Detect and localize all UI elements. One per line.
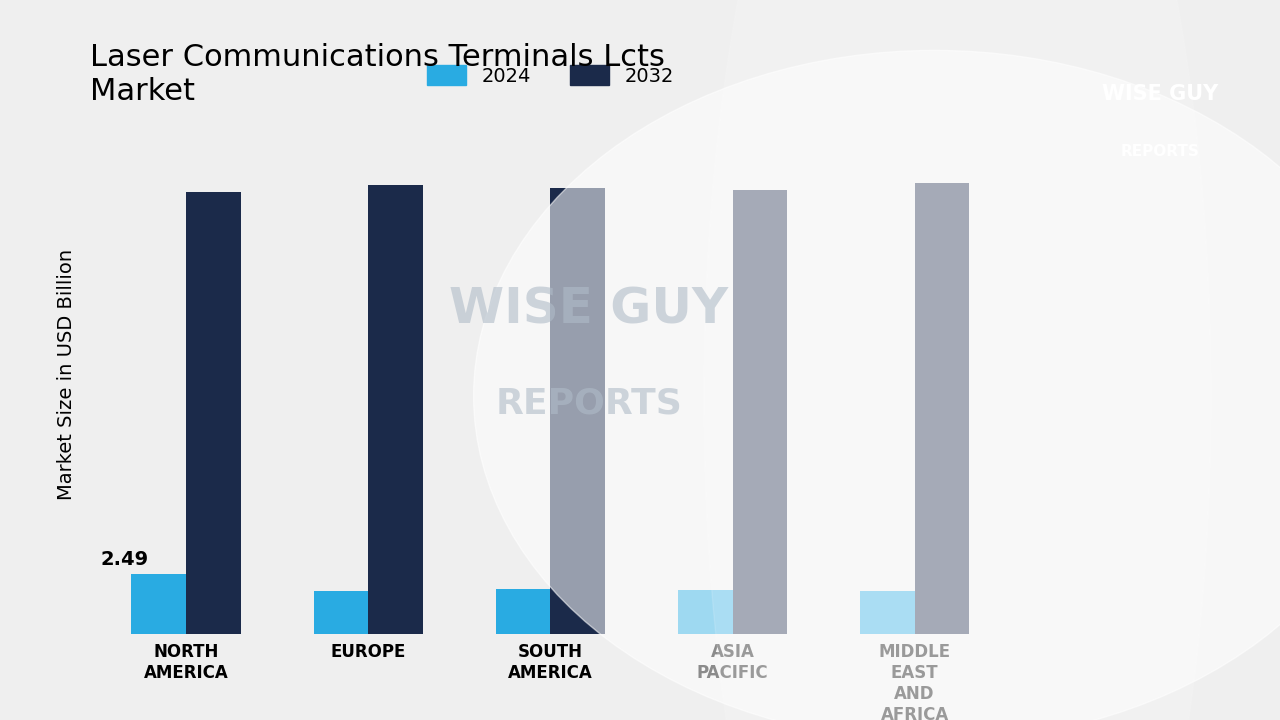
Bar	[186, 192, 241, 634]
Bar	[860, 591, 915, 634]
Bar	[915, 183, 969, 634]
Circle shape	[704, 0, 1211, 720]
Text: REPORTS: REPORTS	[495, 386, 682, 420]
Text: REPORTS: REPORTS	[1121, 144, 1199, 158]
Text: Laser Communications Terminals Lcts
Market: Laser Communications Terminals Lcts Mark…	[90, 43, 664, 106]
Text: 2.49: 2.49	[101, 549, 148, 569]
Text: WISE GUY: WISE GUY	[1102, 84, 1219, 104]
Bar	[732, 190, 787, 634]
Bar	[550, 188, 605, 634]
Bar	[369, 185, 422, 634]
Legend: 2024, 2032: 2024, 2032	[420, 58, 681, 94]
Bar	[495, 590, 550, 634]
Bar	[678, 590, 732, 634]
Text: WISE GUY: WISE GUY	[449, 286, 728, 333]
Circle shape	[474, 50, 1280, 720]
Bar	[314, 590, 369, 634]
Bar	[132, 575, 186, 634]
Y-axis label: Market Size in USD Billion: Market Size in USD Billion	[56, 249, 76, 500]
